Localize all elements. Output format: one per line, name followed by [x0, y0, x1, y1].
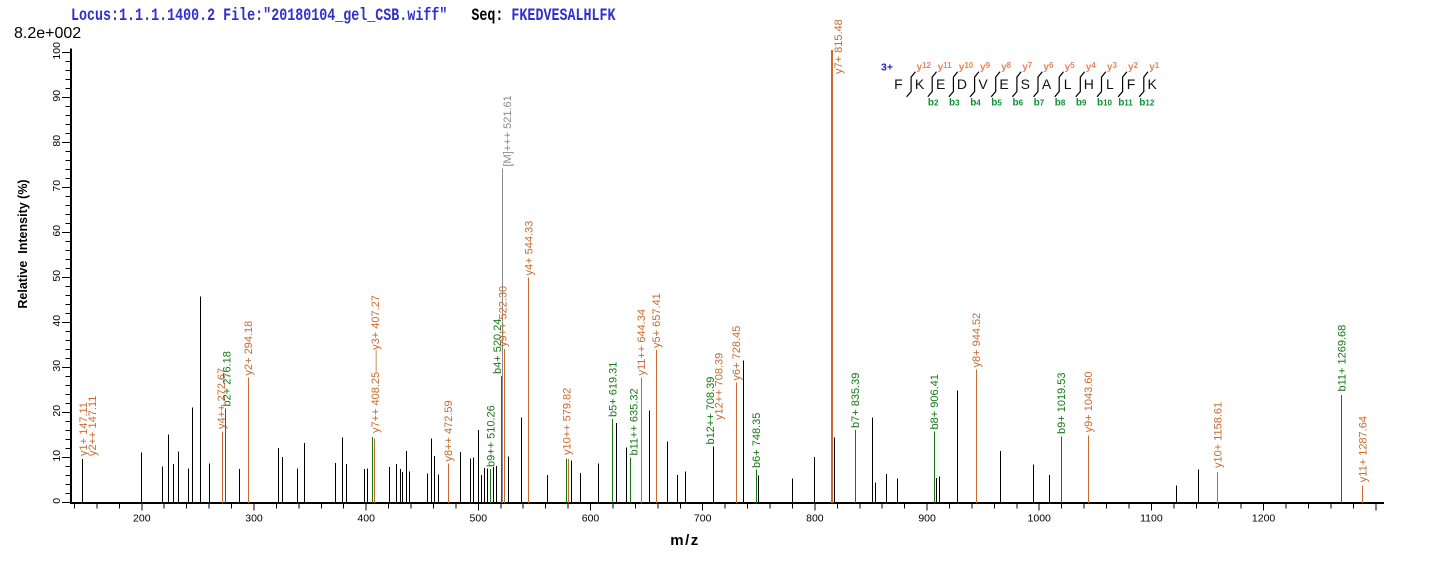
svg-text:y4+ 544.33: y4+ 544.33	[524, 221, 536, 276]
svg-text:400: 400	[357, 513, 375, 525]
svg-text:200: 200	[133, 513, 151, 525]
svg-text:y1+ 147.11: y1+ 147.11	[78, 402, 90, 456]
svg-text:y1: y1	[1149, 61, 1160, 73]
svg-text:y5+ 657.41: y5+ 657.41	[651, 293, 663, 348]
svg-text:1100: 1100	[1140, 513, 1163, 525]
svg-text:H: H	[1084, 76, 1094, 92]
svg-text:b8+ 906.41: b8+ 906.41	[929, 374, 941, 429]
svg-text:y2: y2	[1128, 61, 1139, 73]
svg-text:8.2e+002: 8.2e+002	[14, 25, 81, 42]
svg-text:0: 0	[51, 498, 63, 504]
svg-text:y3: y3	[1107, 61, 1118, 73]
svg-text:80: 80	[51, 135, 63, 147]
svg-text:b11++ 635.32: b11++ 635.32	[629, 388, 641, 455]
svg-text:y10+ 1158.61: y10+ 1158.61	[1213, 402, 1225, 468]
svg-text:60: 60	[51, 225, 63, 237]
svg-text:b12++ 708.39: b12++ 708.39	[705, 377, 717, 445]
svg-text:b8: b8	[1055, 97, 1066, 108]
svg-text:b12: b12	[1139, 97, 1155, 108]
svg-text:b5+ 619.31: b5+ 619.31	[608, 362, 620, 417]
svg-text:3+: 3+	[881, 61, 893, 73]
svg-text:1000: 1000	[1028, 513, 1052, 525]
svg-text:y12: y12	[917, 61, 932, 73]
svg-text:800: 800	[806, 513, 824, 525]
svg-text:y7: y7	[1022, 61, 1033, 73]
svg-text:1200: 1200	[1252, 513, 1276, 525]
svg-text:y8: y8	[1001, 61, 1012, 73]
svg-text:[M]+++ 521.61: [M]+++ 521.61	[502, 95, 514, 166]
svg-text:90: 90	[51, 90, 63, 102]
svg-text:F: F	[894, 76, 903, 92]
svg-text:50: 50	[51, 270, 63, 282]
svg-text:V: V	[978, 76, 988, 92]
svg-text:y12++ 708.39: y12++ 708.39	[714, 353, 726, 420]
svg-text:b4: b4	[970, 97, 981, 108]
svg-text:700: 700	[694, 513, 712, 525]
svg-text:y11++ 644.34: y11++ 644.34	[636, 309, 648, 375]
svg-text:10: 10	[51, 450, 63, 462]
svg-text:b10: b10	[1097, 97, 1113, 108]
svg-text:b9+ 1019.53: b9+ 1019.53	[1056, 373, 1068, 434]
svg-text:y8+ 944.52: y8+ 944.52	[971, 313, 983, 368]
svg-text:b2: b2	[928, 97, 939, 108]
svg-text:y9: y9	[980, 61, 991, 73]
svg-text:L: L	[1106, 76, 1114, 92]
svg-text:y11: y11	[938, 61, 953, 73]
svg-text:b7+ 835.39: b7+ 835.39	[850, 373, 862, 428]
svg-text:500: 500	[470, 513, 488, 525]
svg-text:y8++ 472.59: y8++ 472.59	[443, 400, 455, 461]
svg-text:y2++ 147.11: y2++ 147.11	[87, 396, 99, 456]
svg-text:y6+ 728.45: y6+ 728.45	[731, 326, 743, 381]
svg-text:100: 100	[51, 42, 63, 60]
svg-text:E: E	[999, 76, 1008, 92]
svg-text:A: A	[1042, 76, 1052, 92]
svg-text:b5: b5	[991, 97, 1002, 108]
svg-text:70: 70	[51, 180, 63, 192]
svg-text:S: S	[1021, 76, 1030, 92]
svg-text:900: 900	[918, 513, 936, 525]
svg-text:K: K	[1148, 76, 1158, 92]
svg-text:b11+ 1269.68: b11+ 1269.68	[1337, 325, 1349, 392]
svg-text:y2+ 294.18: y2+ 294.18	[243, 321, 255, 376]
svg-text:b2+ 276.18: b2+ 276.18	[222, 351, 234, 406]
svg-text:300: 300	[245, 513, 263, 525]
svg-text:D: D	[957, 76, 967, 92]
svg-text:y9++ 522.30: y9++ 522.30	[498, 286, 510, 347]
svg-text:b6+ 748.35: b6+ 748.35	[751, 413, 763, 468]
svg-text:b9++ 510.26: b9++ 510.26	[485, 405, 497, 467]
svg-text:F: F	[1127, 76, 1136, 92]
svg-text:y10: y10	[959, 61, 974, 73]
svg-text:b6: b6	[1013, 97, 1024, 108]
svg-text:L: L	[1064, 76, 1072, 92]
svg-text:y4: y4	[1086, 61, 1097, 73]
svg-text:y4++ 272.67: y4++ 272.67	[216, 368, 228, 429]
svg-text:K: K	[915, 76, 925, 92]
svg-text:Relative Intensity (%): Relative Intensity (%)	[16, 179, 30, 308]
svg-text:20: 20	[51, 405, 63, 417]
svg-text:m/z: m/z	[670, 532, 700, 549]
svg-text:y6: y6	[1043, 61, 1054, 73]
svg-text:E: E	[936, 76, 945, 92]
svg-text:600: 600	[582, 513, 600, 525]
svg-text:b11: b11	[1118, 97, 1133, 108]
svg-text:b9: b9	[1076, 97, 1087, 108]
svg-text:30: 30	[51, 360, 63, 372]
svg-text:40: 40	[51, 315, 63, 327]
svg-text:y10++ 579.82: y10++ 579.82	[562, 388, 574, 455]
svg-text:b7: b7	[1034, 97, 1045, 108]
svg-text:b3: b3	[949, 97, 960, 108]
svg-text:b4+ 520.24: b4+ 520.24	[492, 319, 504, 374]
svg-text:y5: y5	[1065, 61, 1076, 73]
svg-text:y7+ 815.48: y7+ 815.48	[833, 19, 845, 74]
svg-text:y11+ 1287.64: y11+ 1287.64	[1357, 416, 1369, 482]
svg-text:y7++ 408.25——y3+ 407.27: y7++ 408.25——y3+ 407.27	[370, 295, 382, 433]
svg-text:y9+ 1043.60: y9+ 1043.60	[1083, 371, 1095, 432]
